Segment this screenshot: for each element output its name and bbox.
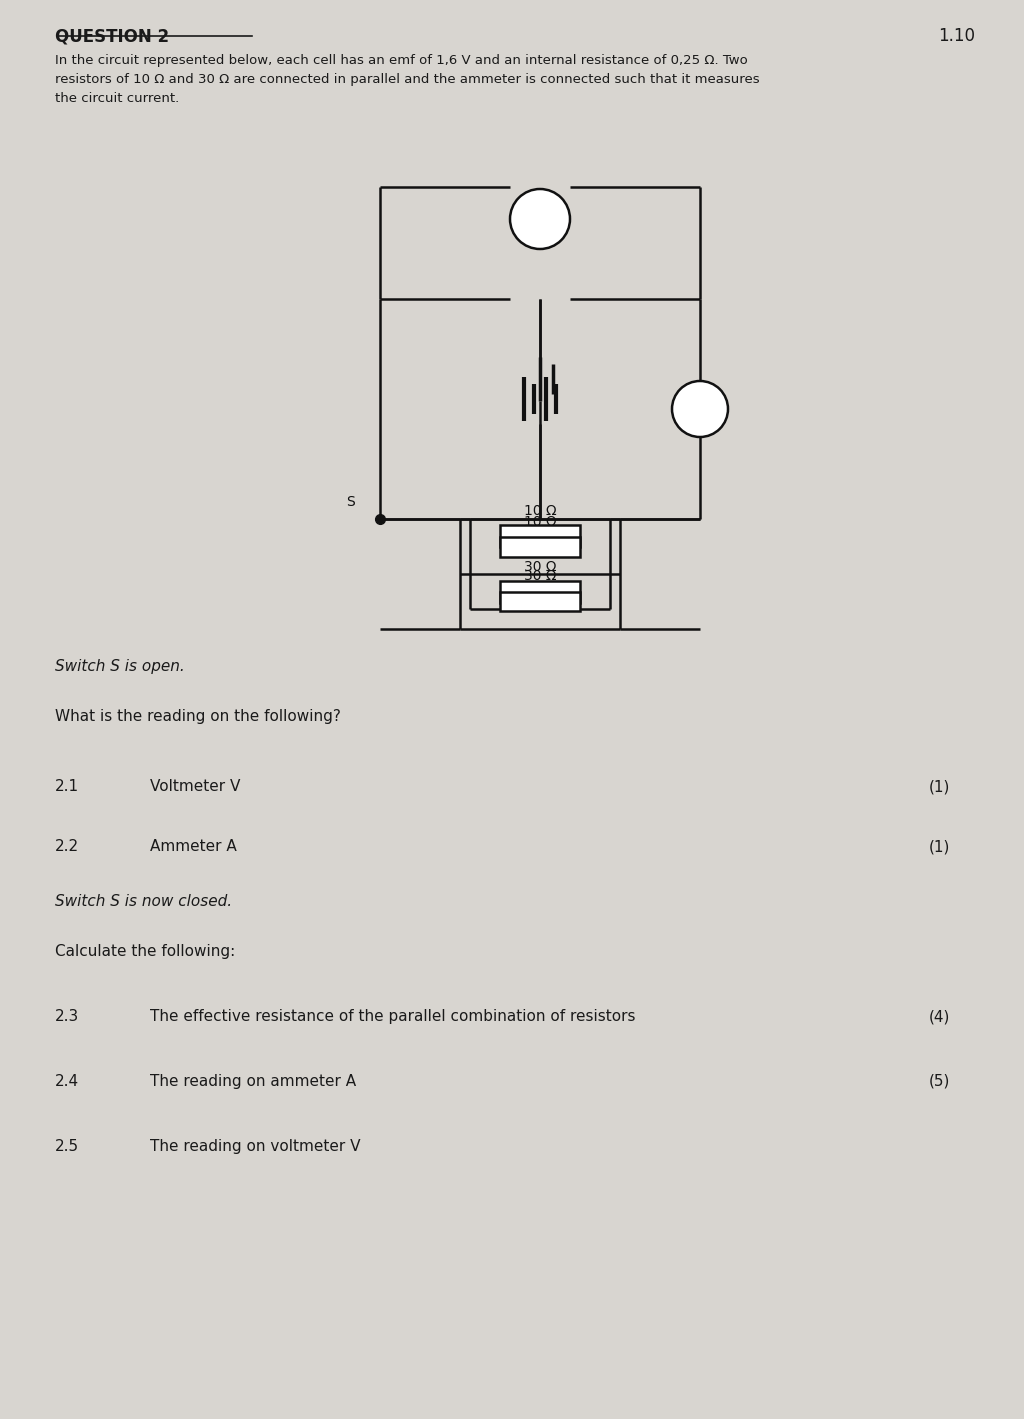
FancyBboxPatch shape (500, 592, 580, 612)
Text: A: A (695, 402, 705, 416)
Text: 2.1: 2.1 (55, 779, 79, 795)
Text: 1.10: 1.10 (938, 27, 975, 45)
Text: 2.4: 2.4 (55, 1074, 79, 1088)
FancyBboxPatch shape (500, 525, 580, 548)
Text: Switch S is now closed.: Switch S is now closed. (55, 894, 232, 910)
Text: Calculate the following:: Calculate the following: (55, 944, 236, 959)
Text: 2.3: 2.3 (55, 1009, 79, 1025)
Text: The reading on ammeter A: The reading on ammeter A (150, 1074, 356, 1088)
Circle shape (672, 380, 728, 437)
Text: S: S (346, 495, 355, 509)
Text: (1): (1) (929, 839, 950, 854)
Text: (1): (1) (929, 779, 950, 795)
Text: Voltmeter V: Voltmeter V (150, 779, 241, 795)
Text: 10 Ω: 10 Ω (523, 515, 556, 528)
Circle shape (510, 189, 570, 248)
Text: (5): (5) (929, 1074, 950, 1088)
Text: 30 Ω: 30 Ω (523, 559, 556, 573)
Text: What is the reading on the following?: What is the reading on the following? (55, 710, 341, 724)
FancyBboxPatch shape (500, 580, 580, 603)
Text: V: V (536, 211, 545, 226)
Text: In the circuit represented below, each cell has an emf of 1,6 V and an internal : In the circuit represented below, each c… (55, 54, 760, 105)
Text: 2.2: 2.2 (55, 839, 79, 854)
Text: Ammeter A: Ammeter A (150, 839, 237, 854)
Text: 10 Ω: 10 Ω (523, 505, 556, 518)
Text: The effective resistance of the parallel combination of resistors: The effective resistance of the parallel… (150, 1009, 636, 1025)
Text: Switch S is open.: Switch S is open. (55, 658, 184, 674)
Text: (4): (4) (929, 1009, 950, 1025)
FancyBboxPatch shape (500, 536, 580, 556)
Text: QUESTION 2: QUESTION 2 (55, 27, 169, 45)
Text: The reading on voltmeter V: The reading on voltmeter V (150, 1139, 360, 1154)
Text: 2.5: 2.5 (55, 1139, 79, 1154)
Text: 30 Ω: 30 Ω (523, 569, 556, 583)
